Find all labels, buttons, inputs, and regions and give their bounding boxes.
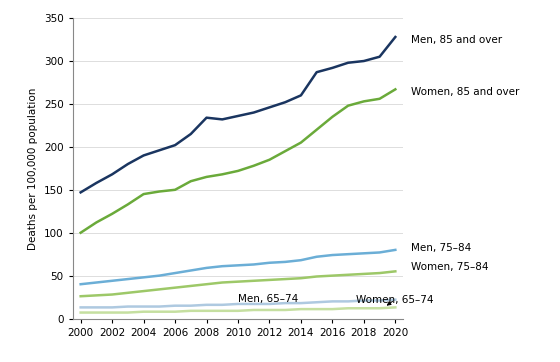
Text: Women, 75–84: Women, 75–84 bbox=[411, 262, 488, 272]
Text: Women, 65–74: Women, 65–74 bbox=[356, 295, 433, 305]
Text: Men, 65–74: Men, 65–74 bbox=[238, 294, 298, 304]
Y-axis label: Deaths per 100,000 population: Deaths per 100,000 population bbox=[29, 87, 39, 249]
Text: Women, 85 and over: Women, 85 and over bbox=[411, 87, 520, 97]
Text: Men, 75–84: Men, 75–84 bbox=[411, 243, 472, 253]
Text: Men, 85 and over: Men, 85 and over bbox=[411, 34, 502, 45]
